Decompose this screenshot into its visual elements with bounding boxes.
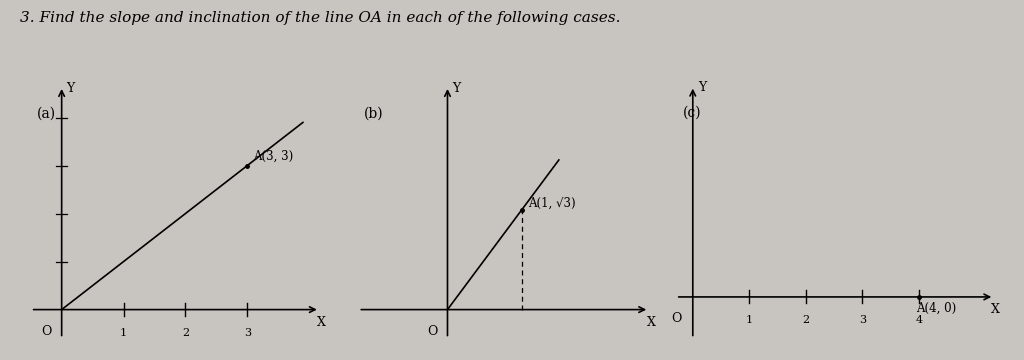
Text: O: O xyxy=(427,325,438,338)
Text: A(4, 0): A(4, 0) xyxy=(915,302,956,315)
Text: (b): (b) xyxy=(365,107,384,121)
Text: O: O xyxy=(42,325,52,338)
Text: Y: Y xyxy=(698,81,707,94)
Text: (c): (c) xyxy=(682,105,701,119)
Text: 1: 1 xyxy=(120,328,127,338)
Text: X: X xyxy=(991,303,1000,316)
Text: 2: 2 xyxy=(182,328,189,338)
Text: Y: Y xyxy=(453,82,461,95)
Text: O: O xyxy=(671,312,682,325)
Text: X: X xyxy=(647,316,656,329)
Text: 4: 4 xyxy=(915,315,923,325)
Text: 3: 3 xyxy=(244,328,251,338)
Text: A(3, 3): A(3, 3) xyxy=(253,150,294,163)
Text: 3: 3 xyxy=(859,315,866,325)
Text: X: X xyxy=(317,316,326,329)
Text: (a): (a) xyxy=(37,107,55,121)
Text: 2: 2 xyxy=(802,315,809,325)
Text: A(1, √3): A(1, √3) xyxy=(527,197,575,210)
Text: 1: 1 xyxy=(745,315,753,325)
Text: 3. Find the slope and inclination of the line OA in each of the following cases.: 3. Find the slope and inclination of the… xyxy=(20,11,621,25)
Text: Y: Y xyxy=(67,82,75,95)
